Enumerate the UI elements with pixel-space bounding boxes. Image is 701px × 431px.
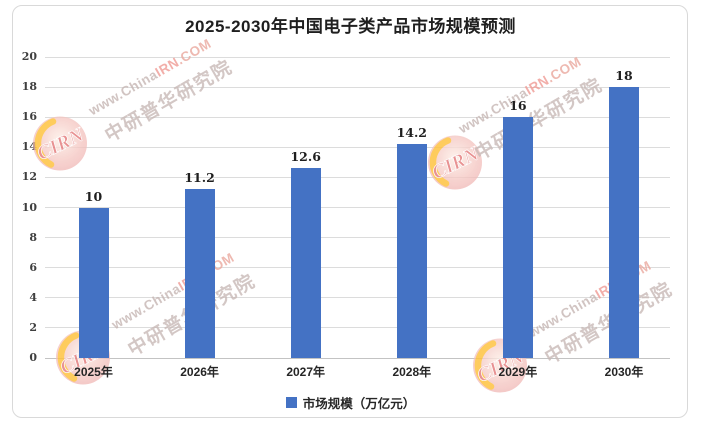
- y-tick-label: 0: [29, 351, 37, 364]
- bar: [184, 189, 215, 358]
- bar: [609, 87, 639, 358]
- x-tick-label: 2028年: [392, 365, 432, 379]
- y-tick-label: 10: [21, 200, 37, 214]
- gridline: [45, 176, 670, 178]
- gridline: [45, 116, 670, 118]
- legend-swatch-icon: [285, 396, 297, 408]
- y-tick-label: 12: [21, 170, 37, 184]
- bar-value-label: 10: [84, 188, 103, 204]
- x-tick-label: 2029年: [498, 365, 538, 379]
- gridline: [45, 86, 670, 88]
- chart-border-frame: [12, 5, 688, 418]
- y-tick-label: 6: [29, 260, 37, 274]
- bar-value-label: 16: [509, 98, 527, 114]
- gridline: [45, 146, 670, 148]
- bar-value-label: 18: [615, 68, 633, 84]
- gridline: [45, 207, 670, 208]
- y-tick-label: 18: [21, 80, 37, 94]
- y-tick-label: 4: [29, 290, 37, 304]
- bar-value-label: 12.6: [290, 149, 321, 165]
- y-tick-label: 20: [21, 50, 37, 63]
- bar-value-label: 14.2: [396, 125, 428, 141]
- bar: [290, 168, 321, 358]
- bar-value-label: 11.2: [184, 170, 215, 186]
- legend-label: 市场规模（万亿元）: [302, 396, 416, 411]
- bar: [396, 144, 427, 358]
- x-tick-label: 2030年: [604, 365, 644, 379]
- gridline: [45, 327, 670, 329]
- x-axis-line: [45, 357, 670, 359]
- gridline: [45, 267, 670, 269]
- bar: [502, 117, 533, 358]
- y-tick-label: 2: [29, 320, 37, 334]
- y-tick-label: 8: [29, 230, 37, 244]
- chart-title: 2025-2030年中国电子类产品市场规模预测: [185, 17, 516, 36]
- gridline: [45, 56, 670, 58]
- bar: [78, 207, 109, 358]
- x-tick-label: 2025年: [74, 365, 113, 379]
- legend: 市场规模（万亿元）: [0, 394, 701, 411]
- x-tick-label: 2027年: [286, 365, 326, 379]
- x-tick-label: 2026年: [180, 365, 219, 379]
- gridline: [45, 237, 670, 239]
- gridline: [45, 297, 670, 299]
